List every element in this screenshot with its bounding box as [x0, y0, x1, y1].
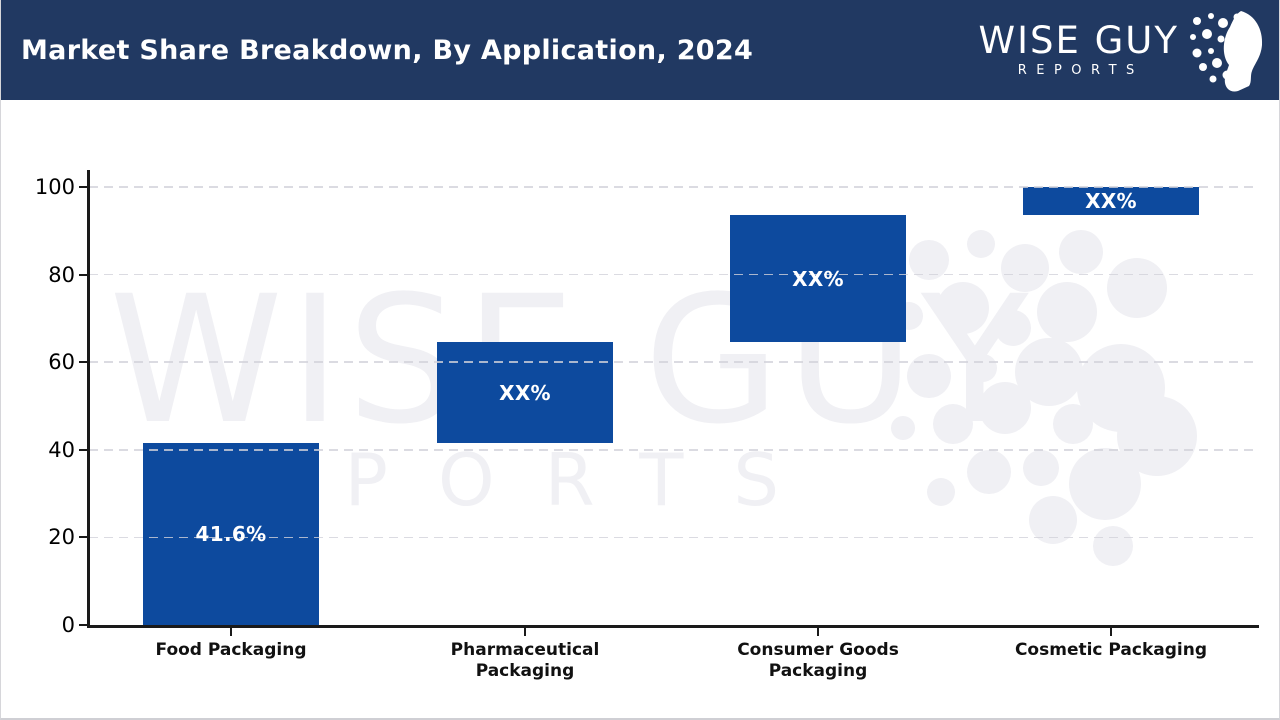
y-tick-mark [79, 185, 87, 189]
y-tick-label-80: 80 [48, 262, 75, 287]
logo-wordmark: WISE GUY [978, 19, 1179, 63]
x-axis-line [87, 625, 1259, 628]
y-tick-label-60: 60 [48, 350, 75, 375]
x-axis-label-pharmaceutical-packaging: Pharmaceutical Packaging [450, 640, 600, 681]
page-title: Market Share Breakdown, By Application, … [21, 34, 754, 66]
x-axis-label-consumer-goods-packaging: Consumer Goods Packaging [737, 640, 899, 681]
bar-value-label-cosmetic-packaging: XX% [1085, 189, 1137, 214]
gridline-y-80 [89, 273, 1259, 276]
y-tick-label-40: 40 [48, 437, 75, 462]
gridline-y-100 [89, 186, 1259, 188]
x-tick-mark [523, 628, 527, 636]
y-tick-mark [79, 273, 87, 276]
logo-subtext: REPORTS [1017, 62, 1144, 78]
y-tick-label-100: 100 [34, 175, 75, 199]
bar-cosmetic-packaging [1023, 187, 1199, 216]
x-tick-mark [229, 628, 233, 636]
gridline-y-20 [89, 536, 1259, 539]
y-tick-mark [79, 623, 87, 627]
logo-text: WISE GUY REPORTS [978, 19, 1179, 78]
gridline-y-40 [89, 448, 1259, 451]
bar-food-packaging [143, 442, 319, 625]
y-tick-mark [79, 536, 87, 539]
x-axis-label-food-packaging: Food Packaging [155, 640, 307, 660]
x-tick-mark [1109, 628, 1113, 636]
y-tick-mark [79, 361, 87, 364]
wise-guy-reports-logo: WISE GUY REPORTS [979, 6, 1265, 94]
x-axis-label-cosmetic-packaging: Cosmetic Packaging [1014, 640, 1208, 660]
bar-value-label-consumer-goods-packaging: XX% [792, 266, 844, 291]
bar-value-label-food-packaging: 41.6% [195, 521, 267, 546]
y-axis-line [87, 170, 90, 627]
y-tick-mark [79, 448, 87, 451]
logo-face-icon [1190, 11, 1263, 92]
bar-consumer-goods-packaging [730, 215, 906, 343]
y-tick-label-0: 0 [61, 613, 75, 637]
y-tick-label-20: 20 [48, 525, 75, 550]
report-header: Market Share Breakdown, By Application, … [1, 0, 1279, 100]
bar-pharmaceutical-packaging [437, 342, 613, 443]
chart-plot-area: 41.6% XX% XX% XX% 0 20 40 60 80 100 Food Packagin… [1, 100, 1279, 718]
gridline-y-60 [89, 361, 1259, 364]
x-tick-mark [816, 628, 820, 636]
bar-value-label-pharmaceutical-packaging: XX% [499, 380, 551, 405]
